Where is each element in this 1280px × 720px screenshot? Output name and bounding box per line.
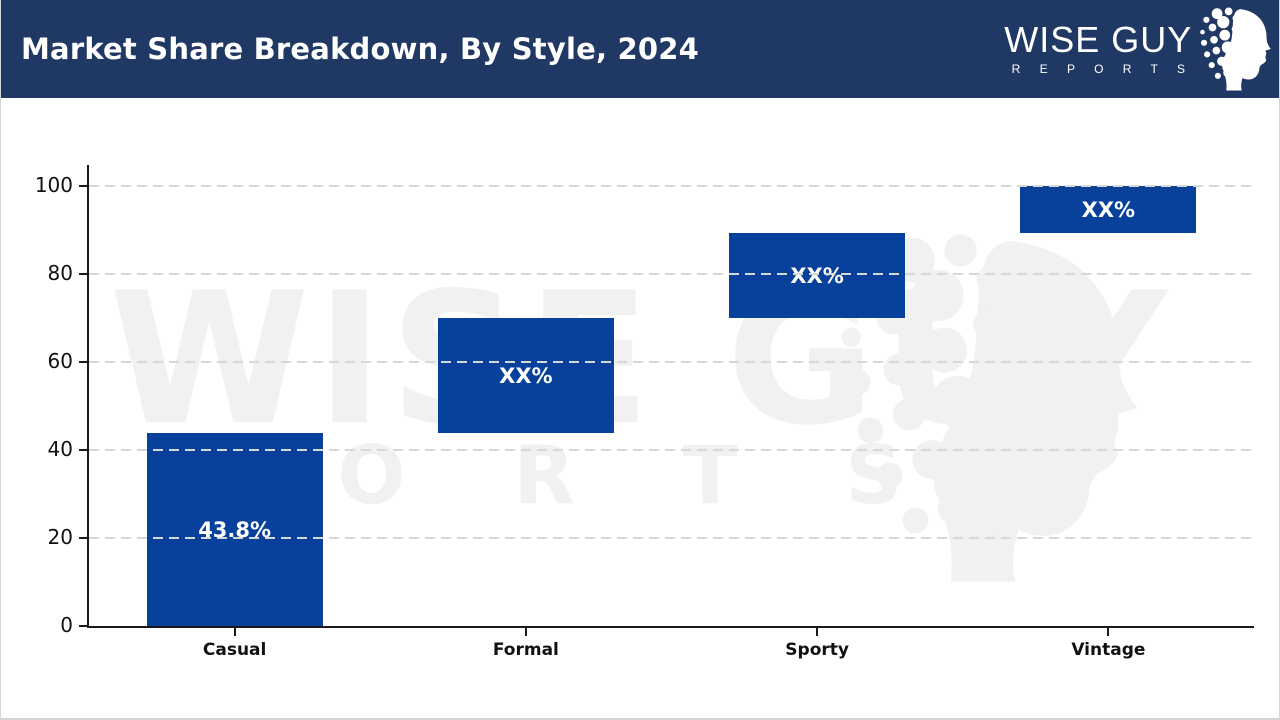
bar-formal: XX%: [437, 318, 614, 434]
logo-wordmark: WISE GUY: [1004, 19, 1193, 60]
x-tick: [524, 628, 527, 636]
y-tick: [79, 449, 87, 451]
y-axis-label-100: 100: [34, 173, 73, 197]
waterfall-chart: WISE GUY P O R T S 43.8% Casual XX% Formal X…: [1, 98, 1279, 718]
bar-value-label: XX%: [1081, 197, 1136, 222]
y-tick: [79, 273, 87, 275]
grid-line-100: [89, 185, 1254, 187]
grid-line-60: [89, 361, 1254, 363]
x-tick: [1107, 628, 1110, 636]
y-axis-label-60: 60: [47, 349, 73, 373]
logo-text: WISE GUY R E P O R T S: [1004, 19, 1193, 77]
logo-head-icon: [1200, 7, 1271, 91]
header-bar: Market Share Breakdown, By Style, 2024 W…: [1, 0, 1279, 98]
grid-line-20: [89, 537, 1254, 539]
bar-value-label: XX%: [499, 363, 553, 388]
y-tick: [79, 625, 87, 627]
bar-vintage: XX%: [1020, 186, 1197, 234]
bar-value-label: XX%: [790, 263, 844, 288]
x-axis-spine: [87, 626, 1254, 628]
grid-line-80: [89, 273, 1254, 275]
x-axis-label-vintage: Vintage: [1071, 640, 1146, 660]
x-axis-label-formal: Formal: [492, 640, 559, 660]
x-tick: [816, 628, 819, 636]
y-tick: [79, 361, 87, 363]
x-tick: [233, 628, 236, 636]
bar-sporty: XX%: [729, 233, 906, 318]
logo-subtext: R E P O R T S: [1011, 62, 1193, 76]
y-axis-spine: [87, 165, 89, 628]
y-tick: [79, 537, 87, 539]
wiseguy-logo: WISE GUY R E P O R T S: [1004, 0, 1273, 98]
y-axis-label-0: 0: [60, 613, 73, 637]
bar-casual: 43.8%: [146, 433, 323, 626]
y-axis-label-80: 80: [47, 261, 73, 285]
x-axis-label-casual: Casual: [202, 640, 267, 660]
y-axis-label-20: 20: [47, 525, 73, 549]
watermark-wordmark: WISE GUY: [109, 253, 1174, 465]
y-axis-label-40: 40: [47, 437, 73, 461]
page-title: Market Share Breakdown, By Style, 2024: [21, 32, 699, 66]
grid-line-40: [89, 449, 1254, 451]
x-axis-label-sporty: Sporty: [785, 640, 849, 660]
y-tick: [79, 185, 87, 187]
